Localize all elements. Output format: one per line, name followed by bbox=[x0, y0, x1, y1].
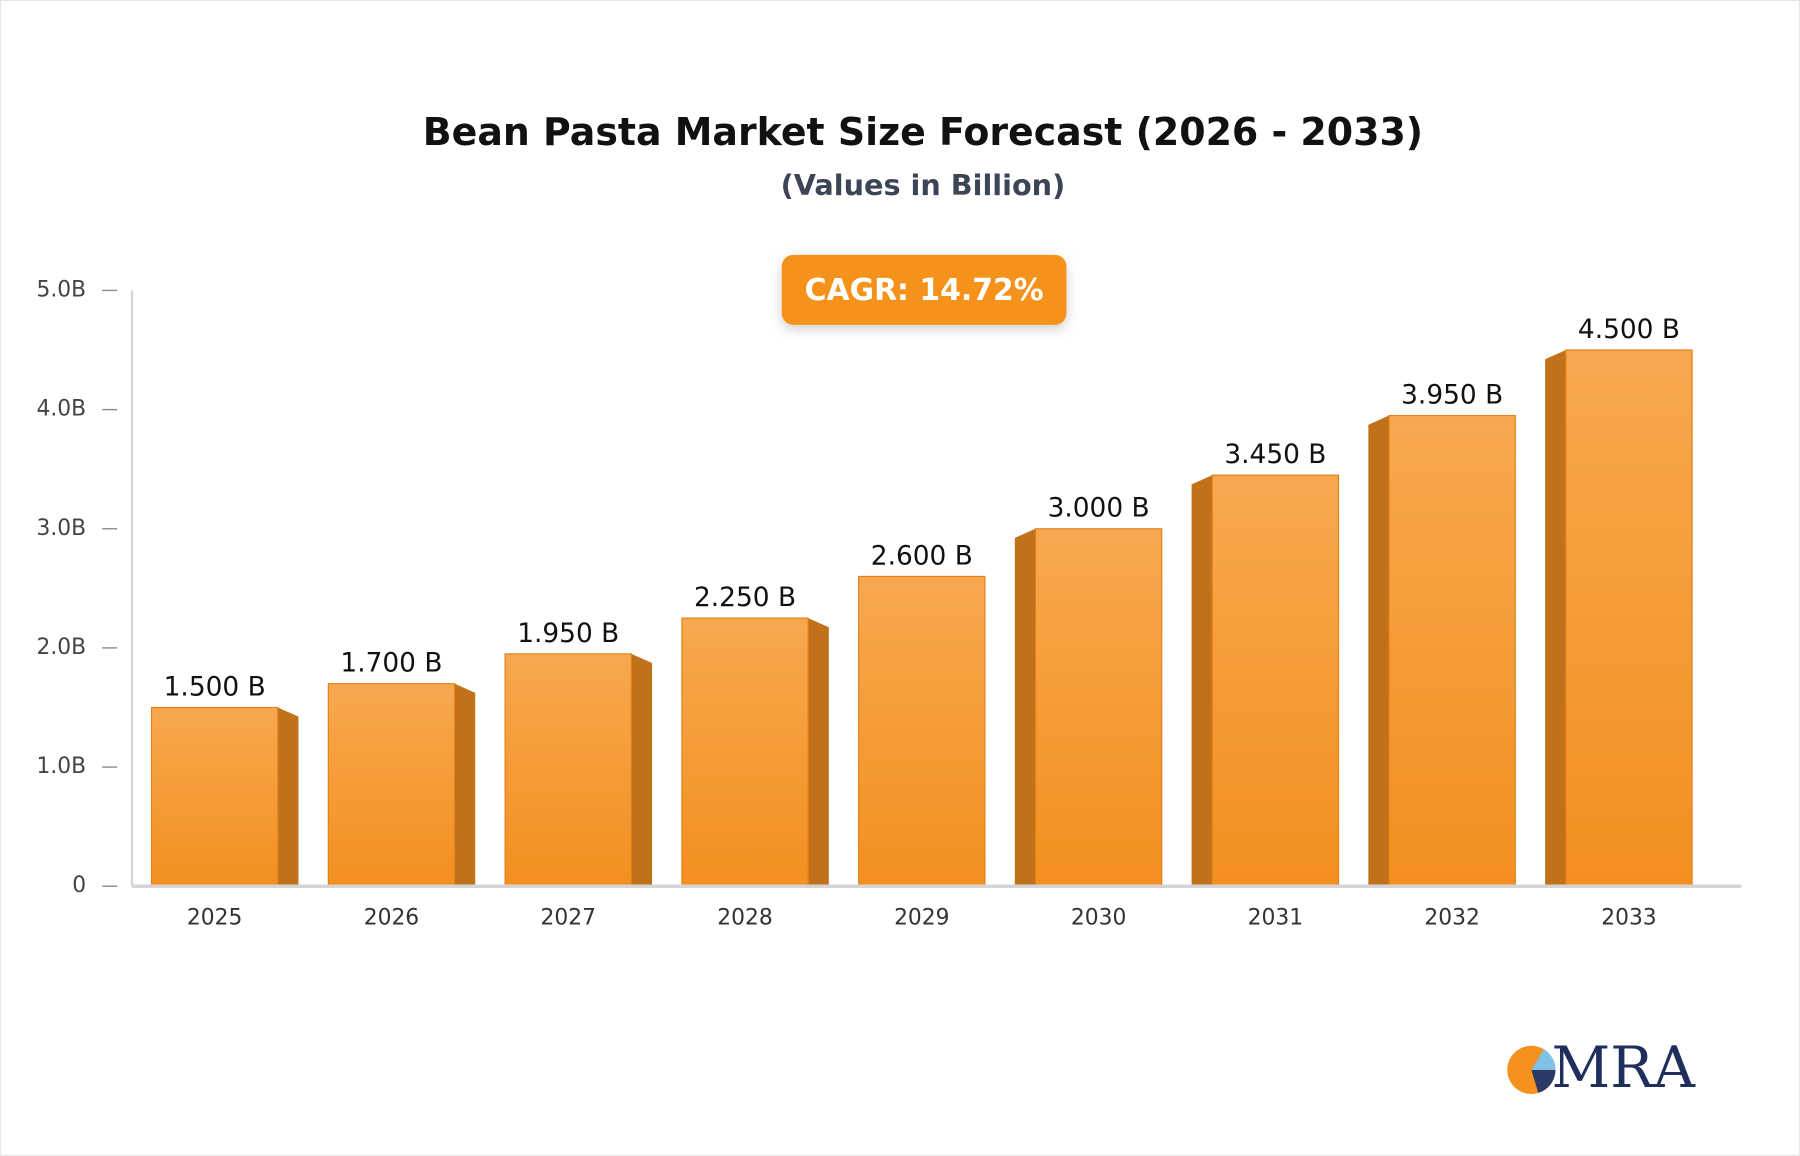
bar bbox=[1211, 474, 1340, 887]
logo-text: MRA bbox=[1552, 1034, 1696, 1101]
bar bbox=[1388, 414, 1516, 887]
bar-side bbox=[277, 707, 299, 887]
x-tick-label: 2033 bbox=[1601, 905, 1656, 930]
value-label: 2.600 B bbox=[871, 540, 973, 571]
bar bbox=[681, 617, 809, 887]
logo-slice bbox=[1531, 1069, 1556, 1093]
x-tick-label: 2028 bbox=[717, 905, 772, 930]
logo: MRA bbox=[1507, 1034, 1695, 1101]
logo-slice bbox=[1531, 1049, 1556, 1070]
value-label: 1.700 B bbox=[340, 648, 442, 679]
value-label: 1.950 B bbox=[517, 618, 619, 649]
bar bbox=[327, 683, 456, 887]
plot-area: 0 1.0B 2.0B 3.0B 4.0B 5.0B 1.500 B 2025 1.700 B 2… bbox=[36, 277, 1742, 930]
x-tick-label: 2025 bbox=[187, 905, 242, 930]
bar bbox=[150, 706, 279, 887]
bar-side bbox=[1368, 415, 1390, 887]
chart-title: Bean Pasta Market Size Forecast (2026 - … bbox=[423, 110, 1423, 154]
value-label: 2.250 B bbox=[694, 582, 796, 613]
y-tick-label: 0 bbox=[72, 873, 86, 898]
x-tick-label: 2026 bbox=[364, 905, 419, 930]
y-tick-label: 2.0B bbox=[36, 635, 86, 660]
value-label: 3.450 B bbox=[1224, 439, 1326, 470]
x-tick-label: 2030 bbox=[1071, 905, 1126, 930]
bar-side bbox=[631, 653, 653, 887]
x-tick-label: 2031 bbox=[1248, 905, 1303, 930]
bar-side bbox=[808, 618, 829, 887]
cagr-label: CAGR: 14.72% bbox=[805, 273, 1044, 308]
x-tick-label: 2029 bbox=[894, 905, 949, 930]
bar-side bbox=[454, 683, 476, 887]
x-tick-label: 2032 bbox=[1424, 905, 1479, 930]
y-tick-label: 3.0B bbox=[36, 516, 86, 541]
value-label: 3.950 B bbox=[1401, 380, 1503, 411]
bar-side bbox=[1191, 475, 1213, 887]
bar-side bbox=[1545, 350, 1566, 887]
bar-side bbox=[1014, 528, 1036, 887]
chart-subtitle: (Values in Billion) bbox=[781, 168, 1066, 202]
value-label: 1.500 B bbox=[164, 671, 266, 702]
y-tick-label: 1.0B bbox=[36, 754, 86, 779]
value-label: 3.000 B bbox=[1048, 493, 1150, 524]
y-tick-label: 4.0B bbox=[36, 397, 86, 422]
bar bbox=[1565, 349, 1693, 887]
bar bbox=[504, 653, 632, 887]
bar bbox=[1034, 528, 1163, 887]
x-tick-label: 2027 bbox=[540, 905, 595, 930]
value-label: 4.500 B bbox=[1578, 314, 1680, 345]
cagr-badge bbox=[781, 254, 1067, 325]
bar bbox=[858, 575, 986, 887]
y-tick-label: 5.0B bbox=[36, 277, 86, 302]
